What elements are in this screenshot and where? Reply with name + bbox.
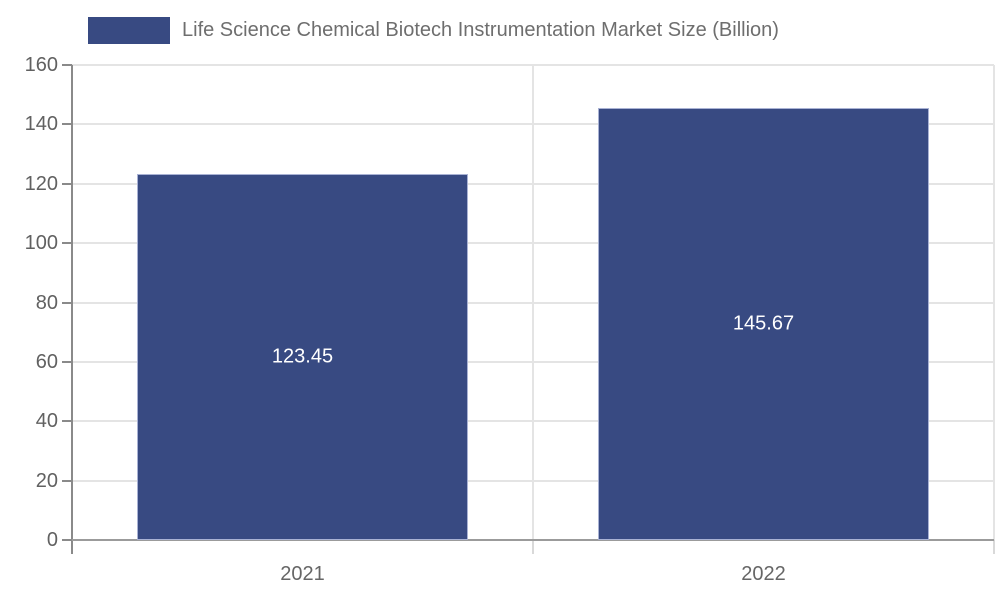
- y-tick-mark: [62, 301, 72, 304]
- x-tick-mark: [993, 540, 995, 554]
- y-tick-label: 0: [46, 529, 58, 551]
- y-tick-label: 80: [35, 291, 58, 314]
- x-axis-line: [72, 539, 994, 541]
- y-tick-label: 140: [24, 113, 58, 136]
- y-tick-label: 120: [24, 172, 58, 195]
- bar: [137, 173, 468, 540]
- bar-value-label: 123.45: [271, 345, 334, 368]
- y-tick-mark: [62, 420, 72, 423]
- y-tick-mark: [62, 242, 72, 245]
- y-tick-mark: [62, 64, 72, 66]
- y-tick-mark: [62, 360, 72, 363]
- y-tick-label: 20: [35, 469, 58, 492]
- y-tick-mark: [62, 479, 72, 482]
- legend: Life Science Chemical Biotech Instrument…: [0, 0, 1000, 56]
- y-axis-line: [71, 65, 73, 554]
- y-tick-mark: [62, 539, 72, 541]
- y-tick-label: 40: [35, 410, 58, 433]
- x-tick-label: 2021: [280, 563, 325, 585]
- y-tick-label: 100: [24, 232, 58, 255]
- legend-swatch: [88, 17, 170, 44]
- y-tick-label: 160: [24, 54, 58, 76]
- y-tick-mark: [62, 123, 72, 126]
- category-gridline: [993, 65, 995, 540]
- bar-value-label: 145.67: [732, 312, 795, 335]
- x-tick-label: 2022: [741, 563, 786, 585]
- legend-label: Life Science Chemical Biotech Instrument…: [182, 19, 779, 41]
- y-tick-label: 60: [35, 350, 58, 373]
- x-tick-mark: [532, 540, 534, 554]
- bar: [598, 107, 929, 540]
- y-tick-mark: [62, 182, 72, 185]
- category-gridline: [532, 65, 534, 540]
